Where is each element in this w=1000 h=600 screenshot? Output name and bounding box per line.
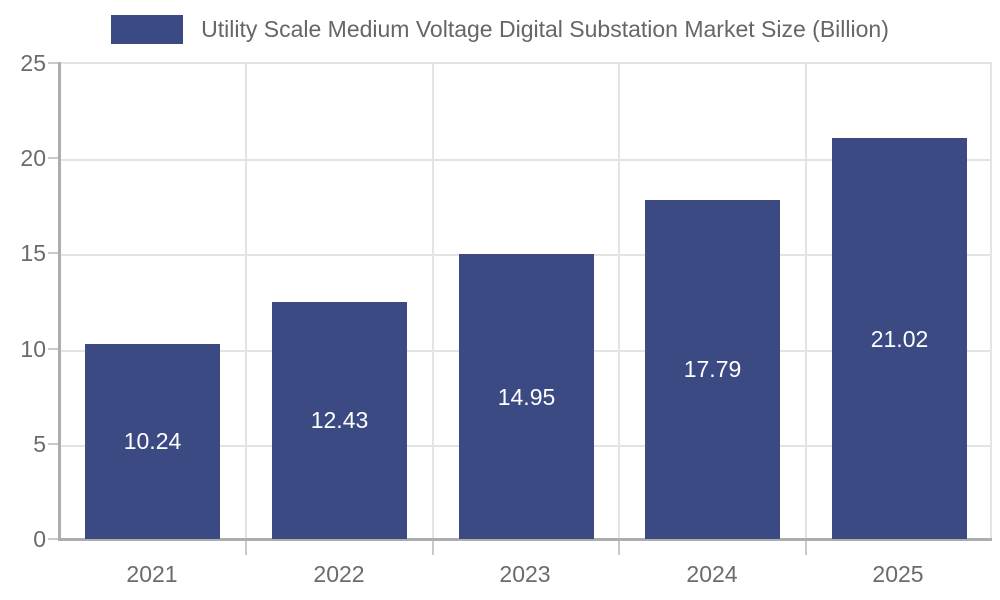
y-tick-mark-10 — [48, 348, 58, 350]
x-axis-label-2023: 2023 — [499, 561, 551, 587]
y-tick-mark-20 — [48, 157, 58, 159]
bar-value-2023: 14.95 — [497, 384, 556, 410]
bar-2023[interactable] — [459, 254, 594, 539]
gridline-x-4 — [805, 64, 807, 541]
bar-value-2024: 17.79 — [683, 356, 742, 382]
y-axis-label-25: 25 — [20, 50, 46, 76]
y-axis-spine — [58, 62, 61, 541]
x-axis-label-2022: 2022 — [313, 561, 365, 587]
y-axis-label-5: 5 — [33, 431, 46, 457]
x-tick-mark-2 — [432, 541, 434, 555]
y-tick-mark-5 — [48, 443, 58, 445]
y-tick-mark-0 — [48, 538, 58, 540]
gridline-x-3 — [618, 64, 620, 541]
x-tick-mark-1 — [245, 541, 247, 555]
bar-value-2022: 12.43 — [310, 407, 369, 433]
x-axis-spine — [58, 538, 992, 541]
bar-2021[interactable] — [85, 344, 220, 539]
y-axis-label-15: 15 — [20, 240, 46, 266]
x-axis-label-2025: 2025 — [872, 561, 924, 587]
y-axis-label-0: 0 — [33, 526, 46, 552]
y-axis-label-10: 10 — [20, 336, 46, 362]
x-tick-mark-3 — [618, 541, 620, 555]
bar-2024[interactable] — [645, 200, 780, 539]
gridline-y-20 — [60, 159, 992, 161]
bar-2022[interactable] — [272, 302, 407, 539]
y-tick-mark-15 — [48, 252, 58, 254]
y-tick-mark-25 — [48, 62, 58, 64]
x-axis-label-2024: 2024 — [686, 561, 738, 587]
y-axis-label-20: 20 — [20, 145, 46, 171]
x-tick-mark-4 — [805, 541, 807, 555]
chart-legend: Utility Scale Medium Voltage Digital Sub… — [0, 0, 1000, 58]
gridline-x-2 — [432, 64, 434, 541]
bar-value-2025: 21.02 — [870, 326, 929, 352]
legend-color-swatch-icon — [111, 14, 184, 44]
x-axis-label-2021: 2021 — [126, 561, 178, 587]
legend-entry-market-size[interactable]: Utility Scale Medium Voltage Digital Sub… — [111, 14, 889, 44]
legend-entry-label: Utility Scale Medium Voltage Digital Sub… — [201, 15, 889, 42]
bar-value-2021: 10.24 — [123, 428, 182, 454]
gridline-x-1 — [245, 64, 247, 541]
bar-2025[interactable] — [832, 138, 967, 539]
